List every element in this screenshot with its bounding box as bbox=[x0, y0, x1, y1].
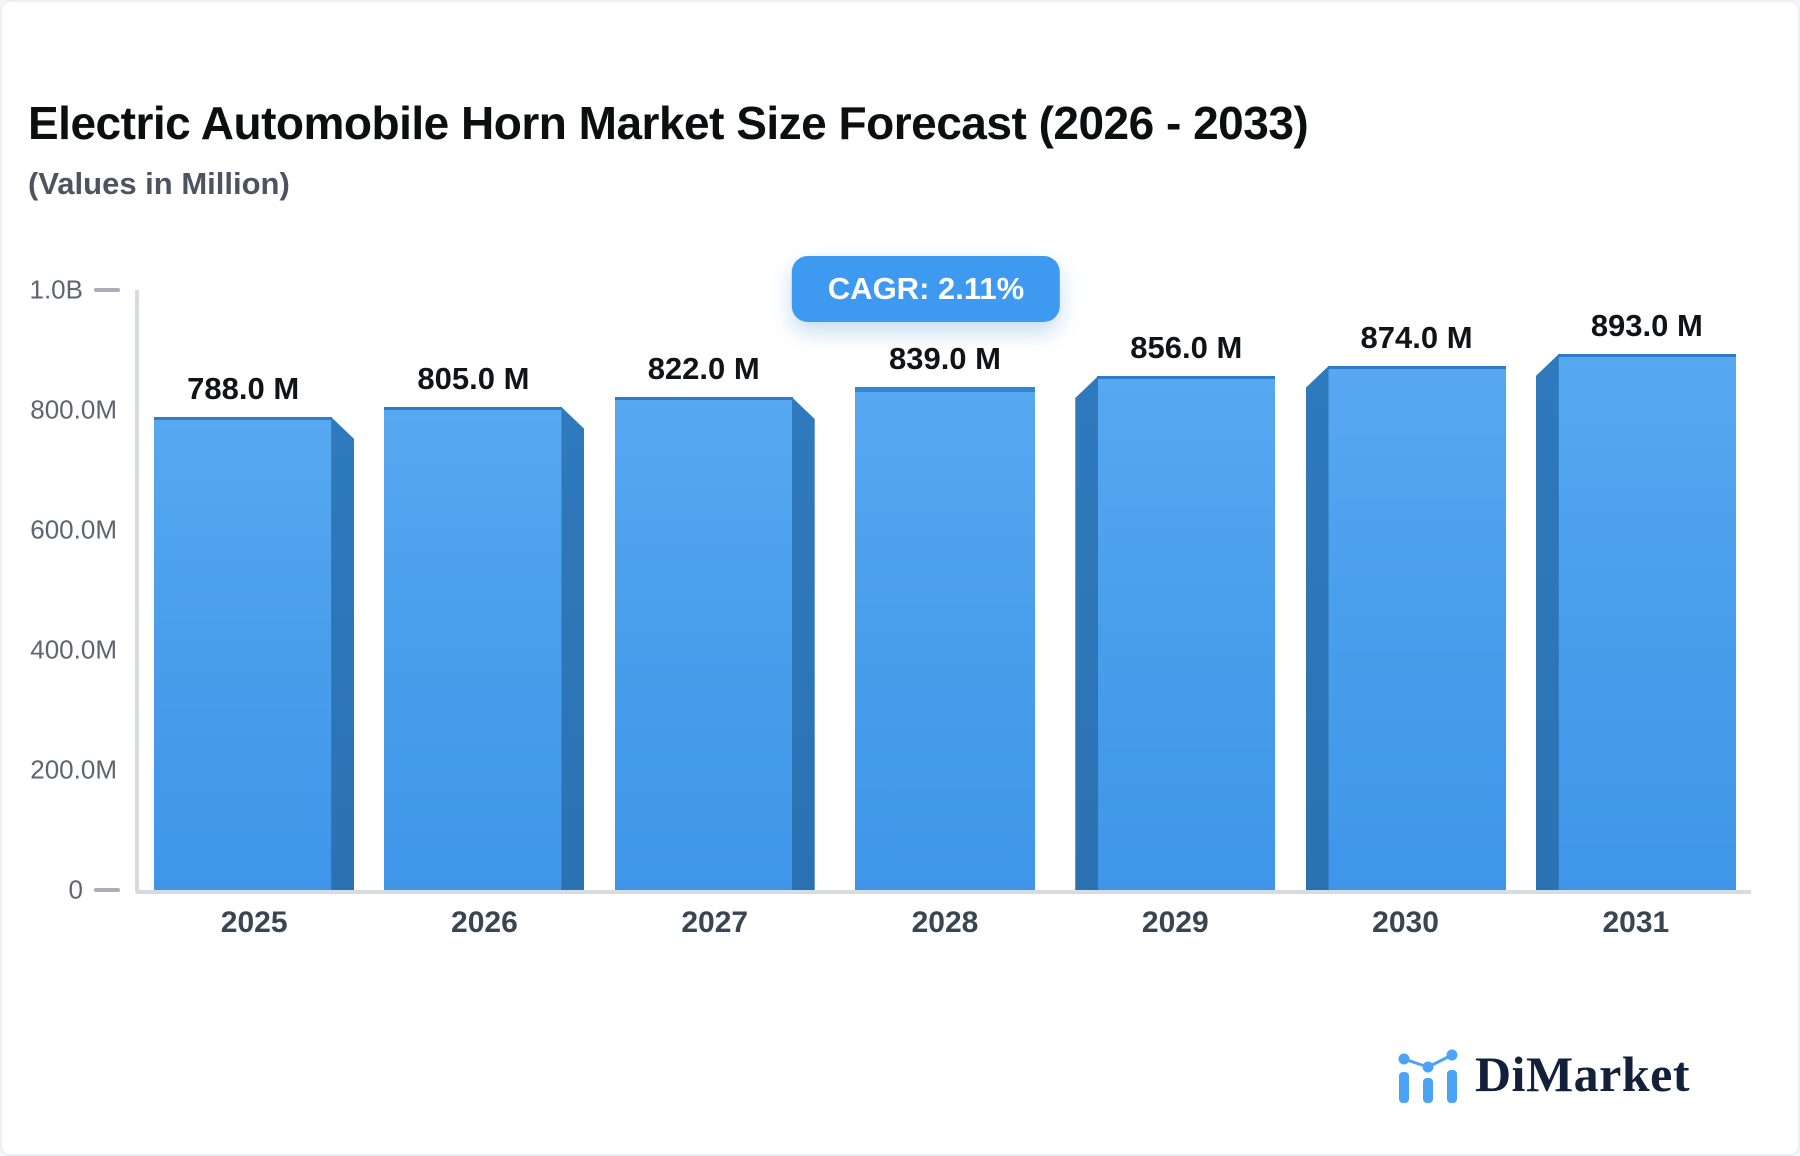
bar-face[interactable] bbox=[154, 417, 333, 890]
brand-logo: DiMarket bbox=[1397, 1044, 1690, 1104]
chart-subtitle: (Values in Million) bbox=[28, 166, 290, 201]
y-tick-label: 400.0M bbox=[30, 634, 117, 665]
bar-side-face bbox=[1305, 366, 1329, 890]
bar-value-label: 805.0 M bbox=[417, 361, 530, 396]
bar-slot: 874.0 M bbox=[1290, 290, 1520, 890]
bar[interactable]: 788.0 M bbox=[154, 371, 355, 890]
bar[interactable]: 856.0 M bbox=[1075, 330, 1276, 890]
x-tick-label: 2029 bbox=[1141, 906, 1209, 939]
bar[interactable]: 805.0 M bbox=[384, 361, 585, 890]
x-axis: 2025 2026 2027 2028 2029 2030 2031 bbox=[139, 906, 1751, 940]
bar-series: 788.0 M 805.0 M 822.0 M 839.0 M 856.0 M 874.0… bbox=[139, 290, 1751, 890]
x-tick-label: 2030 bbox=[1372, 906, 1439, 939]
x-tick-label: 2028 bbox=[911, 906, 979, 939]
mini-bar-chart-icon bbox=[1398, 1049, 1458, 1103]
bar-face[interactable] bbox=[1557, 354, 1736, 890]
y-tick-dash bbox=[94, 888, 120, 892]
bar-slot: 856.0 M bbox=[1060, 290, 1290, 890]
bar[interactable]: 839.0 M bbox=[854, 341, 1035, 890]
bar-side-face bbox=[1535, 354, 1559, 890]
x-tick-label: 2031 bbox=[1602, 906, 1670, 939]
plot-area: 1.0B 800.0M 600.0M 400.0M 200.0M 0 788.0 M 805… bbox=[30, 275, 1751, 939]
bar-face[interactable] bbox=[1327, 366, 1506, 890]
bar-side-face bbox=[791, 397, 815, 890]
cagr-badge: CAGR: 2.11% bbox=[791, 256, 1061, 322]
y-tick-label: 0 bbox=[68, 874, 83, 905]
bar-value-label: 822.0 M bbox=[647, 351, 760, 386]
brand-name: DiMarket bbox=[1474, 1046, 1690, 1102]
bar[interactable]: 874.0 M bbox=[1305, 320, 1506, 890]
y-tick-label: 200.0M bbox=[30, 754, 117, 785]
x-tick-label: 2025 bbox=[220, 906, 288, 939]
bar-face[interactable] bbox=[384, 407, 563, 890]
bar-slot: 805.0 M bbox=[369, 290, 599, 890]
y-tick-label: 800.0M bbox=[30, 394, 117, 425]
bar-side-face bbox=[561, 407, 585, 890]
bar-face[interactable] bbox=[614, 397, 793, 890]
bar-slot: 893.0 M bbox=[1521, 290, 1751, 890]
bar-value-label: 839.0 M bbox=[888, 341, 1001, 376]
bar-slot: 822.0 M bbox=[600, 290, 830, 890]
bar-face[interactable] bbox=[1097, 376, 1276, 890]
bar-value-label: 856.0 M bbox=[1130, 330, 1243, 365]
bar-slot: 839.0 M bbox=[830, 290, 1060, 890]
x-tick-label: 2026 bbox=[451, 906, 518, 939]
bar-value-label: 788.0 M bbox=[187, 371, 300, 406]
y-tick-dash bbox=[94, 288, 120, 292]
bar-value-label: 874.0 M bbox=[1360, 320, 1473, 355]
y-tick-label: 600.0M bbox=[30, 514, 117, 545]
bar-side-face bbox=[331, 417, 355, 890]
x-tick-label: 2027 bbox=[681, 906, 749, 939]
bar-slot: 788.0 M bbox=[139, 290, 369, 890]
bar-value-label: 893.0 M bbox=[1590, 308, 1703, 343]
bar[interactable]: 893.0 M bbox=[1535, 308, 1736, 890]
chart-title: Electric Automobile Horn Market Size For… bbox=[28, 97, 1309, 149]
y-tick-label: 1.0B bbox=[29, 274, 84, 305]
bar-side-face bbox=[1075, 376, 1099, 890]
bar[interactable]: 822.0 M bbox=[614, 351, 815, 890]
bar-face[interactable] bbox=[854, 387, 1035, 890]
